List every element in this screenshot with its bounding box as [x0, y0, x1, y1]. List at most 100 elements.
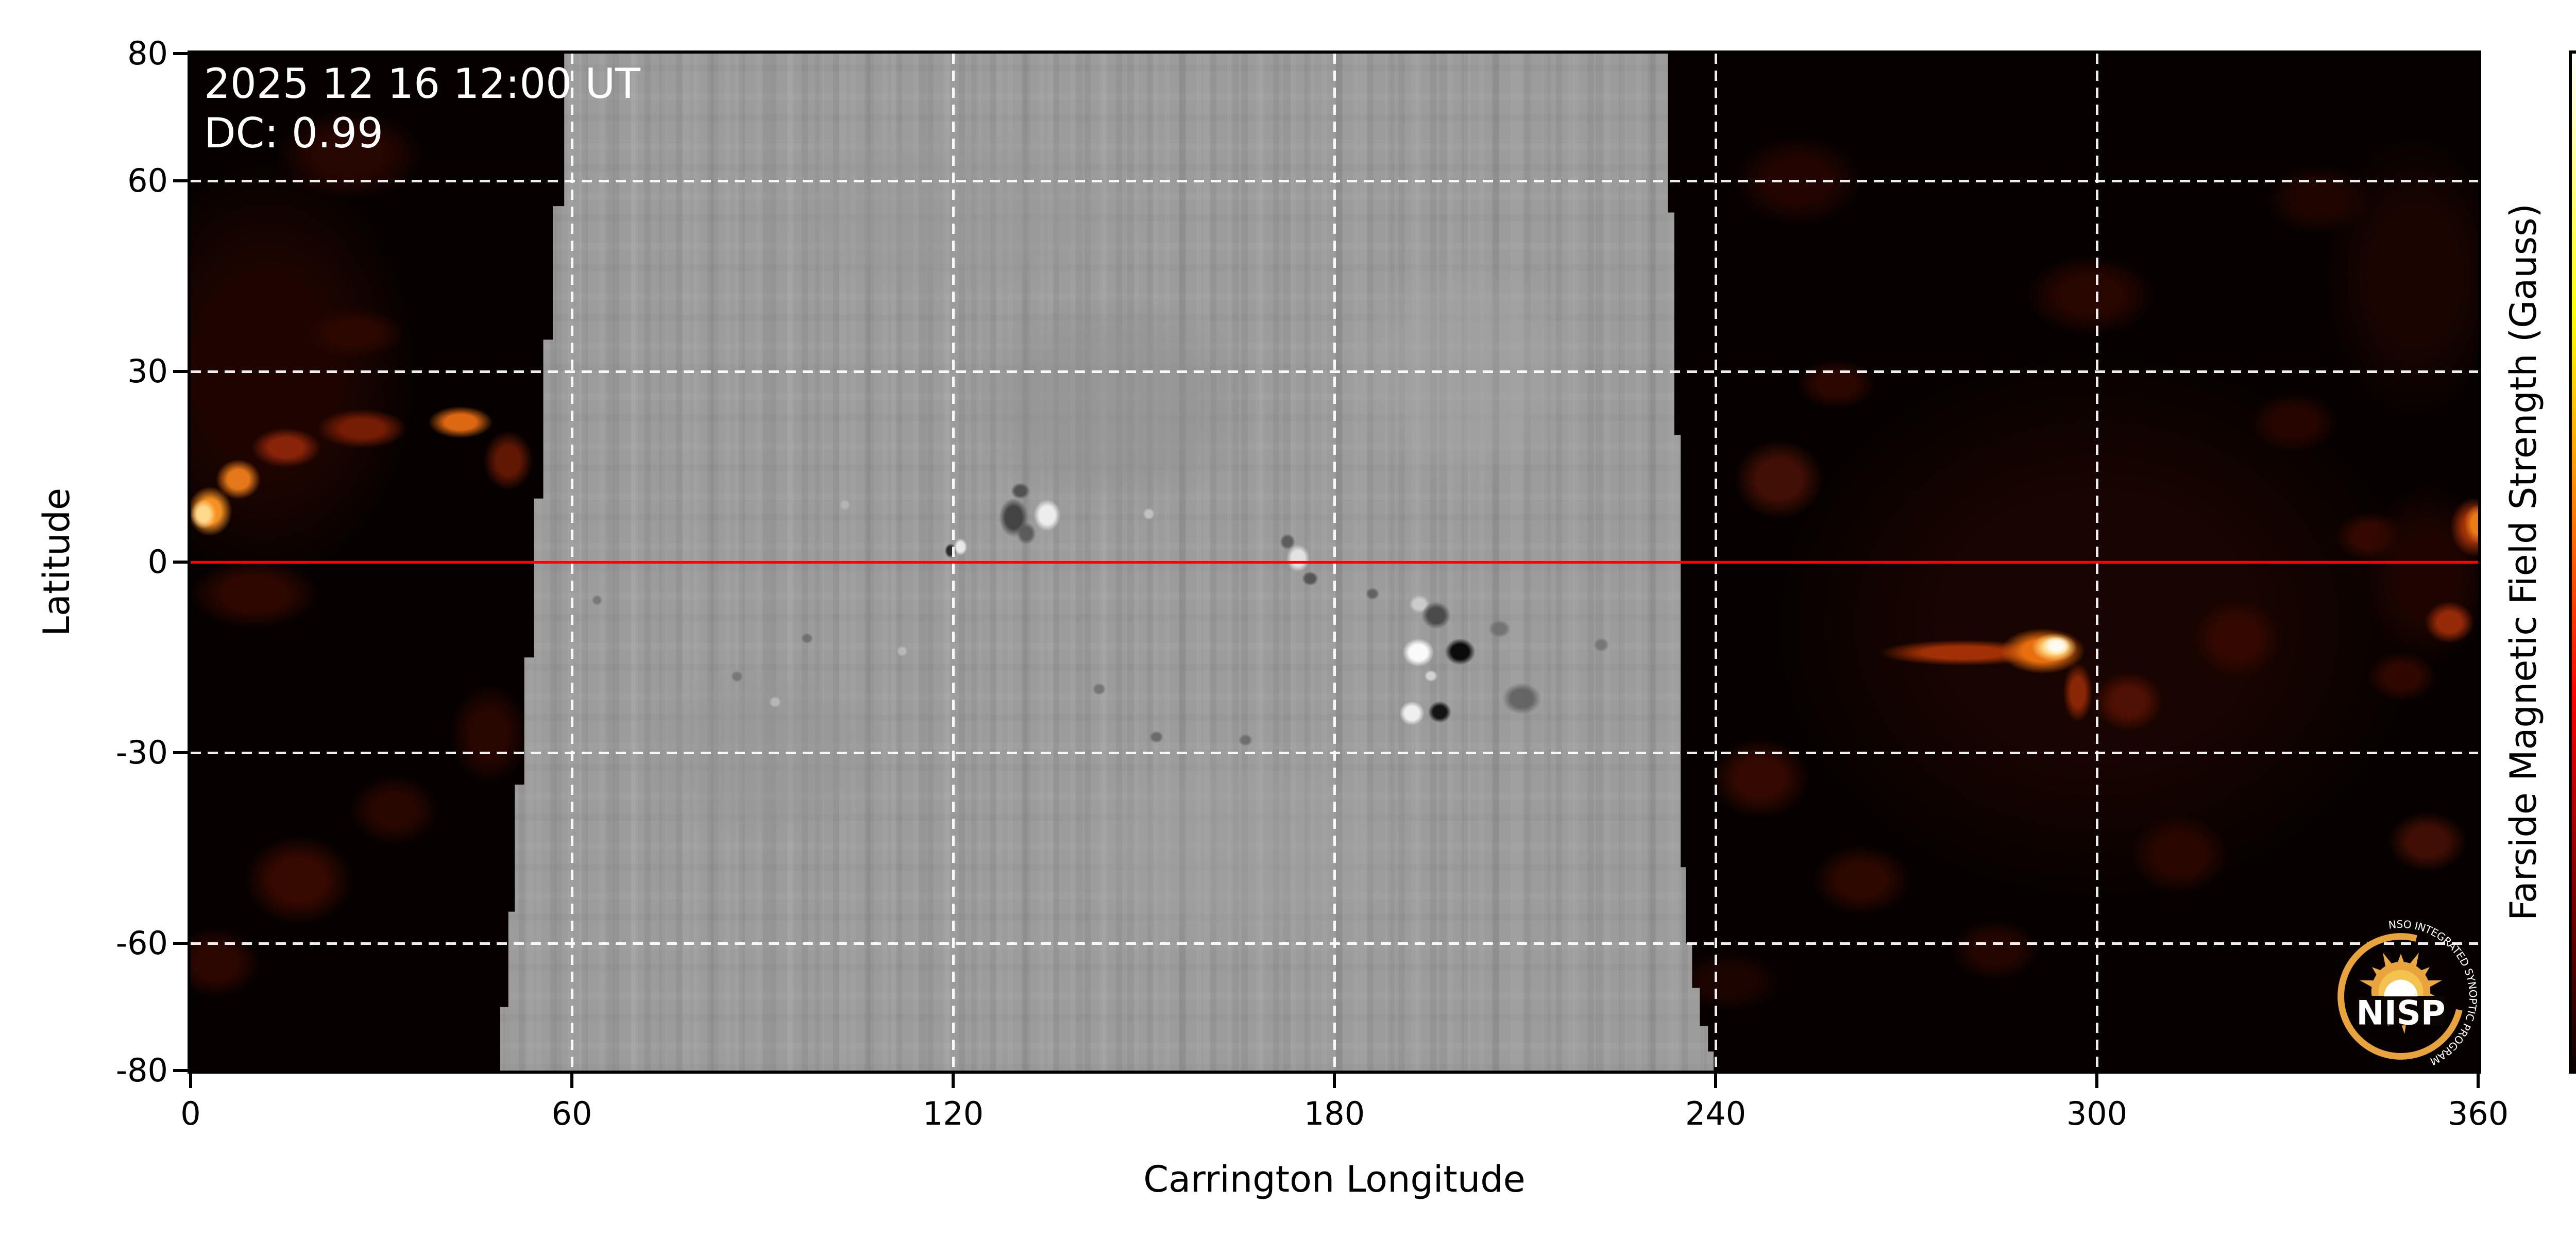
farside-blob: [1798, 835, 1925, 925]
y-tick-label: -60: [115, 924, 168, 962]
frontside-active-region: [1444, 637, 1477, 666]
y-tick: [173, 179, 188, 182]
frontside-active-region: [1010, 482, 1031, 500]
frontside-active-region: [1033, 498, 1061, 532]
colorbar-farside-frame: [2569, 50, 2576, 1074]
frontside-active-region: [896, 645, 908, 657]
gridline-horizontal: [191, 942, 2478, 945]
frontside-active-region: [1301, 571, 1319, 586]
frontside-active-region: [1279, 533, 1296, 550]
y-tick-label: 0: [147, 543, 168, 581]
frontside-active-region: [1592, 637, 1610, 653]
farside-map-layer: [191, 54, 2478, 1071]
farside-blob: [191, 549, 337, 639]
frontside-active-region: [801, 632, 814, 645]
y-tick-label: 30: [127, 352, 168, 390]
frontside-active-region: [839, 499, 851, 511]
y-tick-label: -80: [115, 1052, 168, 1089]
gridline-horizontal: [191, 752, 2478, 755]
frontside-active-region: [731, 670, 743, 683]
logo-flame-spike: [2418, 967, 2430, 978]
x-tick-label: 0: [180, 1095, 201, 1132]
equator-line: [191, 561, 2478, 564]
frontside-active-region: [1148, 730, 1164, 743]
farside-blob: [1938, 911, 2053, 988]
x-tick-label: 300: [2066, 1095, 2128, 1132]
frontside-active-region: [1401, 637, 1435, 667]
frontside-active-region: [1092, 683, 1107, 696]
logo-flame-spike: [2372, 967, 2384, 978]
logo-band: [2356, 996, 2446, 1026]
frontside-active-region: [954, 538, 968, 556]
farside-blob: [2357, 645, 2447, 708]
logo-ring-arc: [2337, 933, 2464, 1060]
farside-blob: [2179, 587, 2294, 689]
farside-blob: [2236, 384, 2351, 461]
frontside-active-region: [1501, 682, 1543, 716]
farside-blob: [254, 98, 445, 213]
farside-blob: [1722, 428, 1837, 531]
gridline-horizontal: [191, 179, 2478, 182]
colorbar-farside-title: Farside Magnetic Field Strength (Gauss): [2502, 203, 2545, 921]
frontside-active-region: [1423, 669, 1438, 683]
frontside-active-region: [1142, 507, 1156, 520]
y-tick: [173, 942, 188, 945]
x-tick-label: 240: [1685, 1095, 1747, 1132]
overlay-dc-value: DC: 0.99: [204, 109, 383, 157]
nisp-logo: NISP NSO INTEGRATED SYNOPTIC PROGRAM: [2337, 920, 2477, 1068]
farside-blob: [191, 495, 220, 534]
y-tick: [173, 369, 188, 373]
frontside-active-region: [1488, 619, 1511, 639]
frontside-active-region: [953, 289, 1271, 518]
frontside-active-region: [1016, 522, 1037, 545]
x-tick-label: 360: [2447, 1095, 2509, 1132]
logo-nisp-text: NISP: [2356, 994, 2445, 1032]
x-tick: [189, 1074, 192, 1088]
y-tick-label: 80: [127, 35, 168, 72]
farside-blob: [191, 918, 274, 1007]
x-tick: [2095, 1074, 2098, 1088]
frontside-active-region: [1428, 700, 1452, 724]
farside-blob: [2038, 634, 2074, 658]
y-tick-label: 60: [127, 161, 168, 199]
farside-blob: [2417, 596, 2478, 649]
frontside-active-region: [1420, 601, 1451, 630]
x-tick: [570, 1074, 573, 1088]
farside-blob: [2116, 803, 2243, 906]
farside-blob: [1785, 352, 1887, 416]
frontside-active-region: [769, 696, 782, 708]
y-tick: [173, 1069, 188, 1072]
y-tick: [173, 52, 188, 55]
farside-blob: [2084, 664, 2173, 740]
x-tick: [1333, 1074, 1336, 1088]
frontside-active-region: [1365, 587, 1380, 601]
y-tick: [173, 561, 188, 564]
y-tick: [173, 751, 188, 755]
x-tick: [2477, 1074, 2480, 1088]
farside-blob: [2008, 244, 2173, 346]
overlay-datetime: 2025 12 16 12:00 UT: [204, 60, 640, 108]
colorbar-farside-gradient: [2572, 54, 2576, 1071]
x-tick: [1714, 1074, 1717, 1088]
farside-blob: [2376, 803, 2478, 880]
x-tick-label: 120: [922, 1095, 984, 1132]
frontside-active-region: [591, 594, 603, 606]
farside-blob: [2249, 155, 2389, 245]
plot-area: 2025 12 16 12:00 UT DC: 0.99 NISP NSO IN…: [191, 54, 2478, 1071]
farside-blob: [2460, 498, 2478, 550]
y-tick-label: -30: [115, 734, 168, 772]
frontside-active-region: [1238, 734, 1253, 747]
gridline-horizontal: [191, 370, 2478, 373]
frontside-active-region: [1048, 734, 1430, 963]
farside-blob: [1697, 727, 1824, 829]
x-tick-label: 60: [551, 1095, 592, 1132]
x-tick-label: 180: [1303, 1095, 1365, 1132]
logo-dome: [2384, 979, 2418, 996]
farside-blob: [336, 765, 451, 855]
frontside-active-region: [1398, 700, 1426, 726]
x-tick: [952, 1074, 955, 1088]
farside-blob: [438, 670, 540, 798]
x-axis-label: Carrington Longitude: [1143, 1158, 1526, 1200]
farside-blob: [292, 301, 419, 365]
